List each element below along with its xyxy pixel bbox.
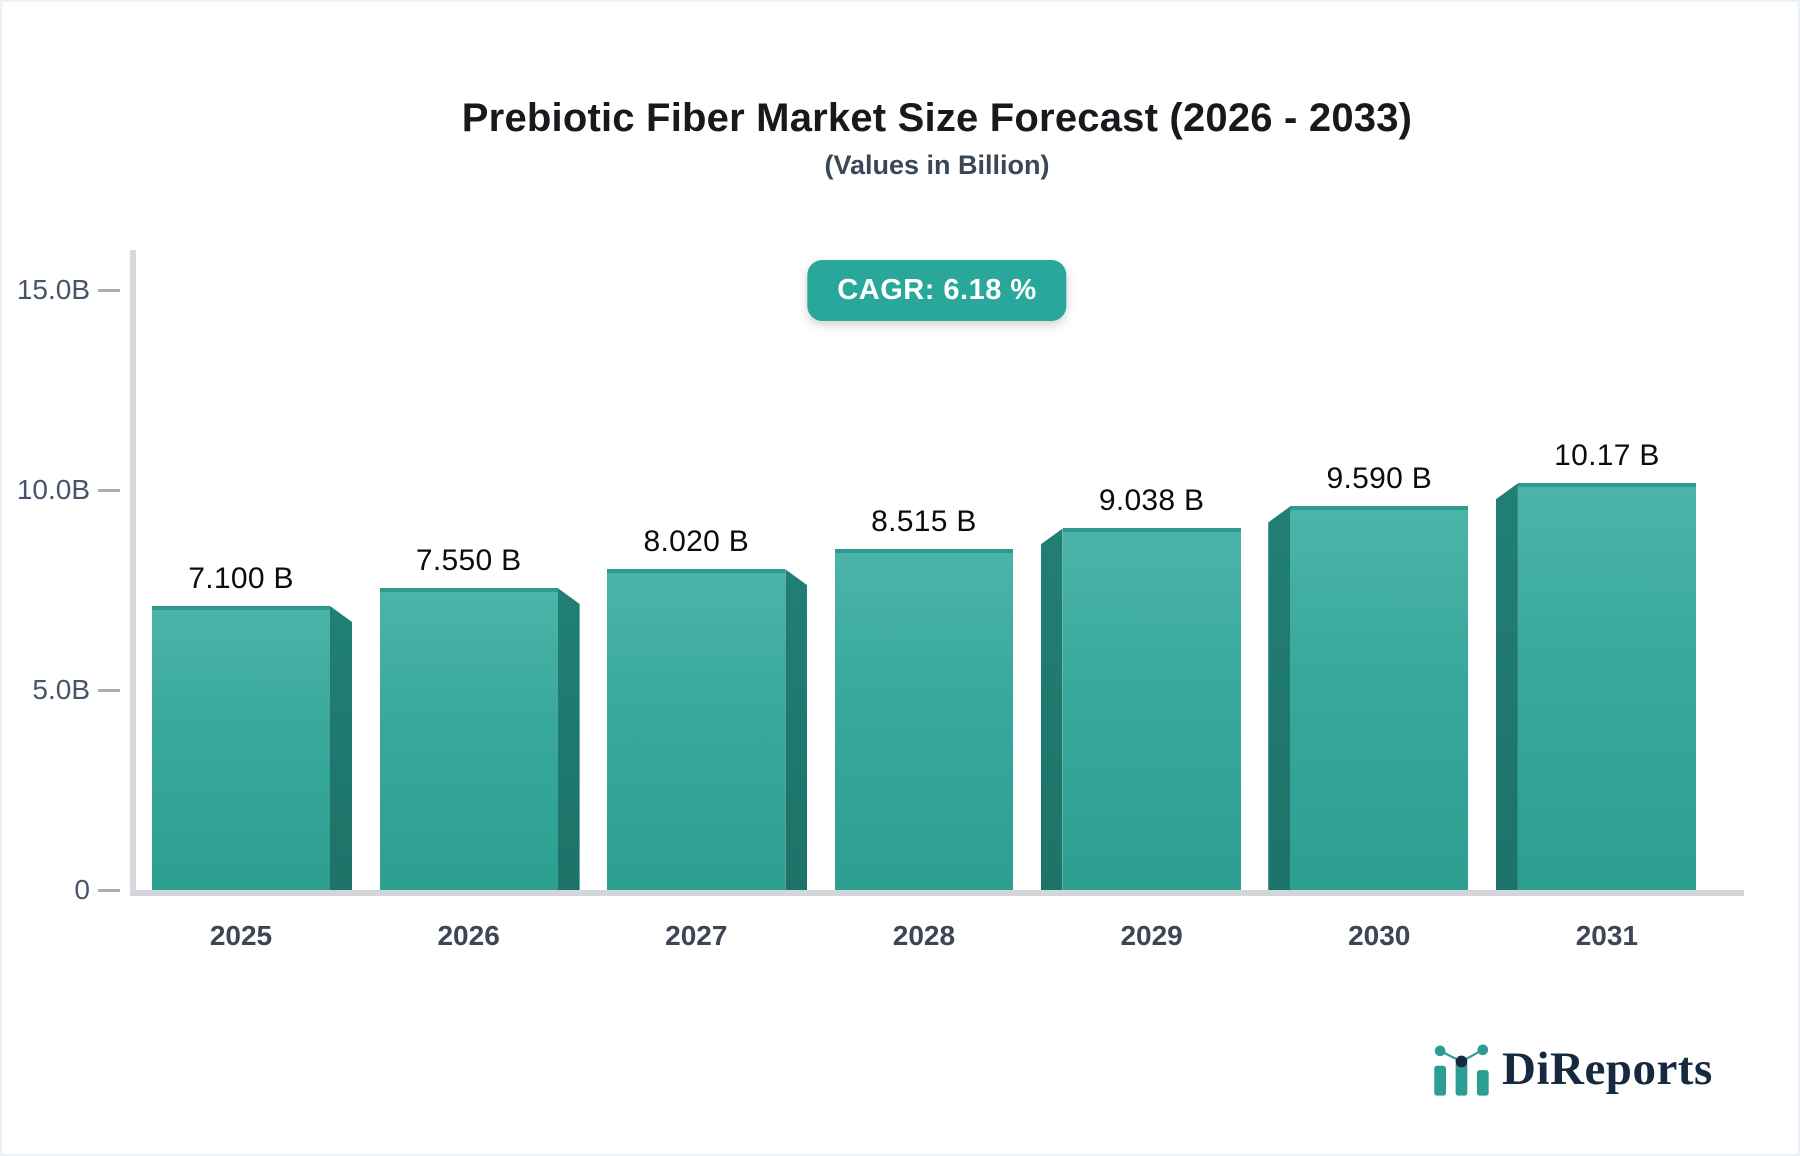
bar-3d-side: [785, 569, 808, 890]
chart-subtitle: (Values in Billion): [824, 150, 1050, 180]
x-axis-label-2026: 2026: [437, 920, 500, 951]
chart-header: Prebiotic Fiber Market Size Forecast (20…: [130, 2, 1744, 342]
y-tick-label: 15.0B: [16, 274, 90, 305]
x-axis-label-2025: 2025: [209, 920, 273, 951]
x-axis-label-2030: 2030: [1348, 920, 1411, 951]
y-tick-dash: [98, 489, 120, 492]
y-axis-line: [130, 250, 136, 895]
y-tick-label: 0: [74, 874, 90, 905]
chart-title: Prebiotic Fiber Market Size Forecast (20…: [461, 96, 1413, 140]
y-tick-dash: [98, 689, 120, 692]
y-tick-dash: [98, 289, 120, 292]
bar-value-label: 8.020 B: [643, 525, 750, 559]
bar-value-label: 9.590 B: [1326, 462, 1433, 496]
bar-3d-side: [557, 588, 580, 890]
bar-value-label: 9.038 B: [1098, 484, 1205, 518]
x-axis-line: [130, 890, 1744, 896]
bar-2026: [379, 588, 558, 890]
bar-3d-side: [1040, 528, 1063, 890]
bar-value-label: 7.550 B: [415, 544, 522, 577]
bar-2027: [607, 569, 786, 890]
y-tick-label: 10.0B: [16, 474, 90, 505]
bar-value-label: 8.515 B: [871, 505, 977, 539]
direports-logo-text: DiReports: [1502, 1043, 1713, 1095]
x-axis-label-2028: 2028: [892, 920, 956, 951]
bar-2028: [834, 549, 1013, 890]
bar-3d-side: [1495, 483, 1518, 890]
bar-3d-side: [330, 606, 352, 890]
bar-2030: [1290, 506, 1469, 890]
bar-2029: [1062, 528, 1241, 890]
bar-value-label: 7.100 B: [188, 562, 294, 595]
y-tick-dash: [98, 889, 120, 892]
x-axis-label-2027: 2027: [665, 920, 728, 951]
bar-3d-side: [1268, 506, 1291, 890]
bar-value-label: 10.17 B: [1554, 439, 1660, 473]
cagr-badge: CAGR: 6.18 %: [807, 260, 1067, 321]
mini-bar-chart-icon: [1434, 1044, 1489, 1096]
bar-2025: [152, 606, 330, 890]
x-axis-label-2029: 2029: [1120, 920, 1183, 951]
direports-logo: DiReports: [1430, 1040, 1713, 1098]
x-axis-label-2031: 2031: [1575, 920, 1639, 951]
bar-2031: [1517, 483, 1696, 890]
y-tick-label: 5.0B: [32, 674, 90, 705]
